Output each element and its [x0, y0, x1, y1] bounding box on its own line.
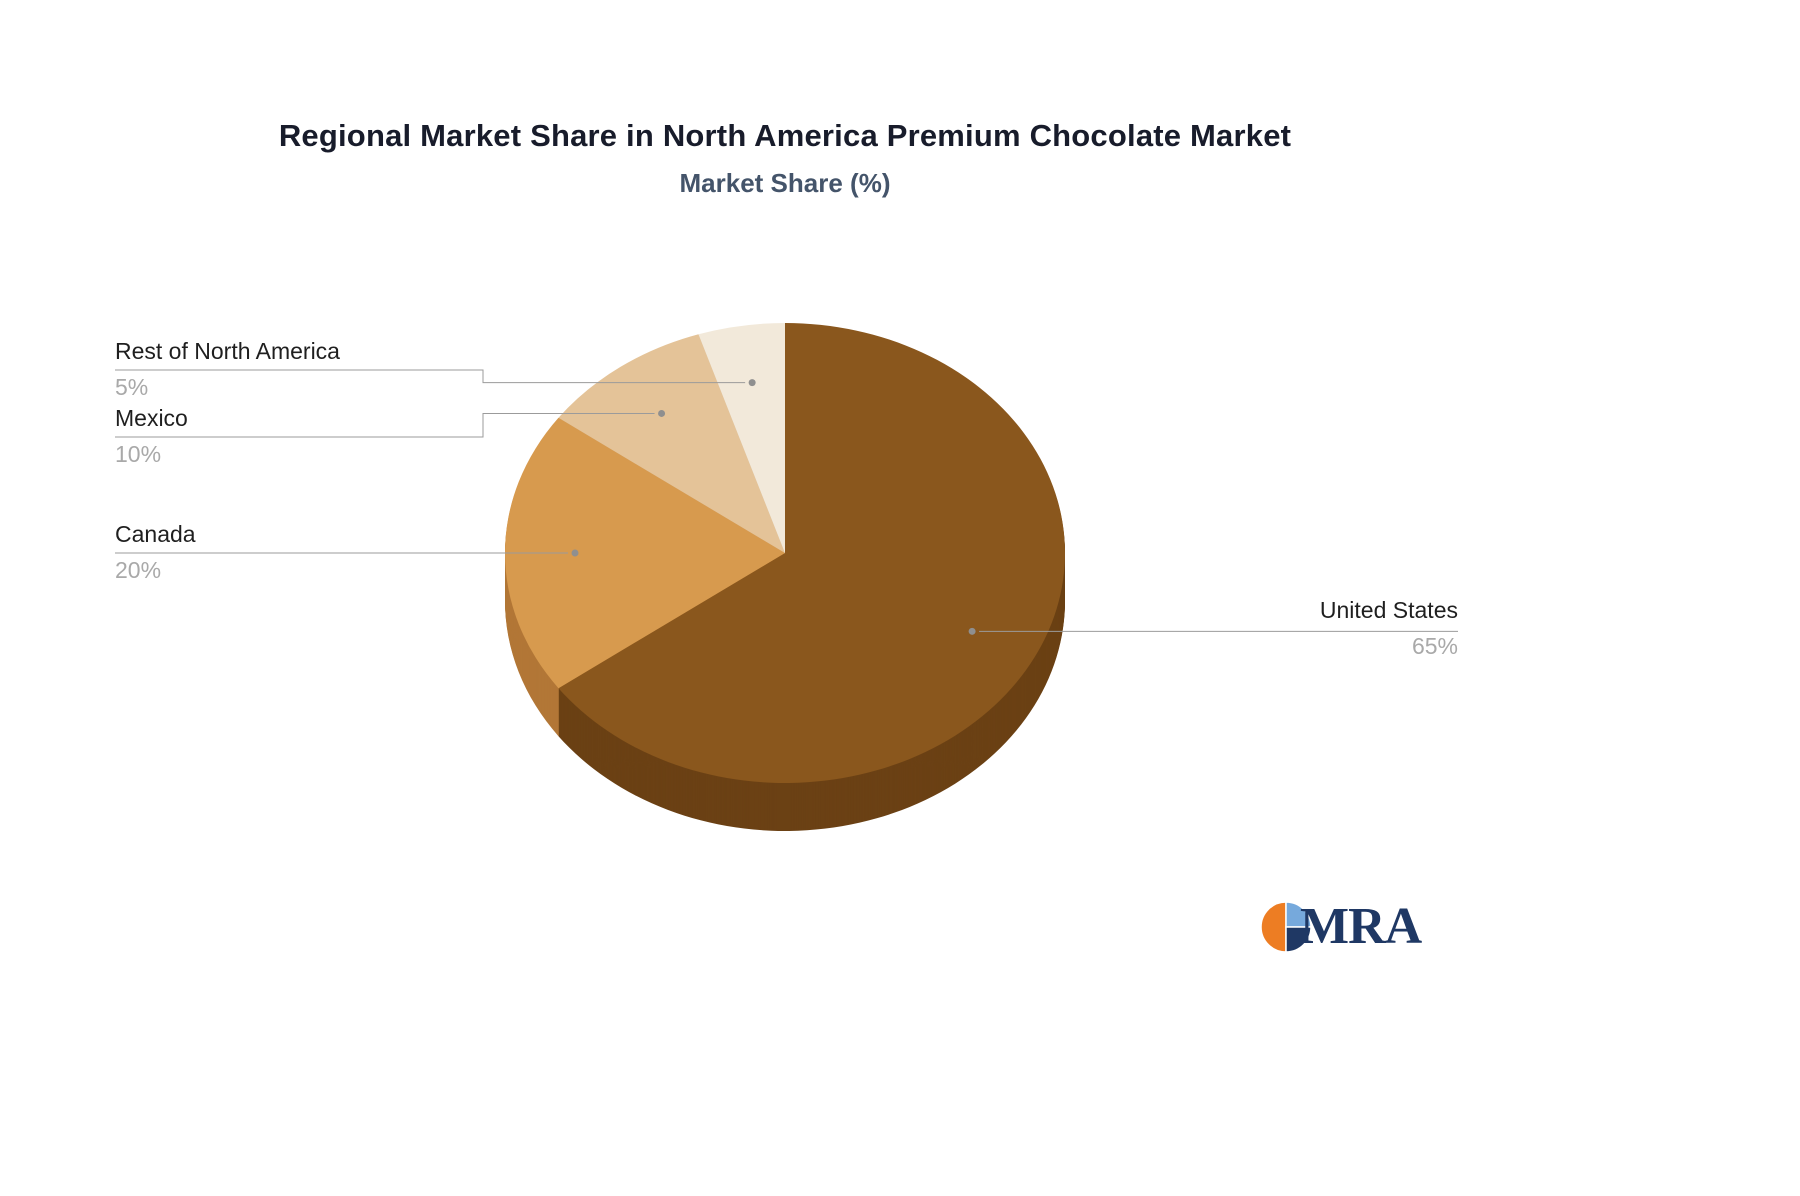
callout-value-united-states: 65% [1411, 633, 1458, 659]
callout-label-united-states: United States [1319, 597, 1458, 623]
mra-logo: MRA [1258, 898, 1422, 955]
mra-logo-icon [1260, 901, 1312, 953]
callout-label-mexico: Mexico [115, 405, 188, 431]
callout-label-rest-of-north-america: Rest of North America [115, 338, 340, 364]
chart-title: Regional Market Share in North America P… [278, 118, 1292, 153]
mra-logo-text: MRA [1300, 898, 1422, 955]
callout-value-canada: 20% [115, 557, 162, 583]
callout-lines [115, 369, 1458, 635]
callout-value-rest-of-north-america: 5% [115, 374, 149, 400]
chart-subtitle: Market Share (%) [679, 168, 891, 198]
callout-value-mexico: 10% [115, 441, 162, 467]
pie-slices [505, 323, 1065, 783]
callout-label-canada: Canada [115, 521, 196, 547]
